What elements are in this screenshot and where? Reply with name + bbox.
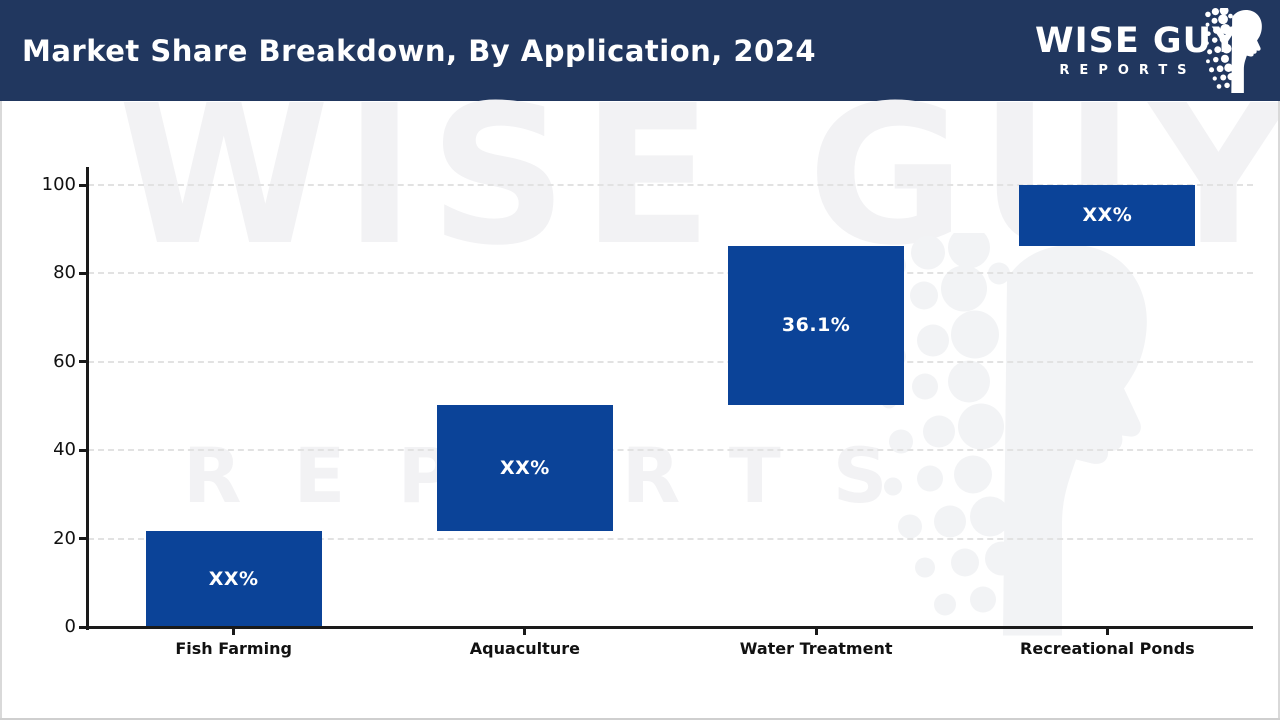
x-axis-tick [814, 627, 818, 635]
bar: XX% [1019, 185, 1196, 246]
x-axis-tick [523, 627, 527, 635]
grid-line [88, 537, 1253, 540]
y-axis-tick [79, 360, 88, 364]
y-axis-tick [79, 537, 88, 541]
x-axis-tick [232, 627, 236, 635]
y-axis-line [86, 167, 89, 630]
page-border-right [1278, 101, 1280, 720]
y-axis-tick [79, 625, 88, 629]
page-border-left [0, 101, 2, 720]
grid-line [88, 184, 1253, 186]
logo-text: WISE GUY REPORTS [1035, 21, 1239, 78]
y-tick-label: 100 [41, 174, 76, 195]
logo: WISE GUY REPORTS [1005, 8, 1270, 93]
y-axis-tick [79, 271, 88, 275]
logo-wordmark: WISE GUY [1035, 21, 1239, 61]
y-tick-label: 40 [53, 439, 76, 461]
x-tick-label: Recreational Ponds [1020, 639, 1195, 658]
header-bar: Market Share Breakdown, By Application, … [0, 0, 1280, 101]
y-axis-tick [79, 183, 88, 187]
y-tick-label: 60 [53, 350, 76, 372]
bar-value-label: 36.1% [781, 314, 851, 337]
page-title: Market Share Breakdown, By Application, … [22, 33, 817, 68]
y-tick-label: 0 [64, 616, 76, 637]
logo-subtext: REPORTS [1059, 62, 1197, 78]
x-tick-label: Water Treatment [739, 639, 893, 658]
y-axis-tick [79, 448, 88, 452]
grid-line [88, 360, 1253, 363]
bar-value-label: XX% [208, 567, 259, 590]
grid-line [88, 272, 1253, 275]
bar-value-label: XX% [1082, 204, 1133, 227]
y-tick-label: 80 [53, 262, 76, 284]
grid-line [88, 449, 1253, 452]
bar: 36.1% [728, 245, 905, 406]
x-axis-line [86, 626, 1253, 629]
x-tick-label: Fish Farming [175, 639, 292, 658]
x-axis-tick [1105, 627, 1109, 635]
watermark-face-icon [880, 233, 1147, 636]
x-tick-label: Aquaculture [469, 639, 580, 658]
bar: XX% [145, 530, 322, 627]
bar-value-label: XX% [499, 456, 550, 479]
page-border-bottom [0, 718, 1280, 720]
y-tick-label: 20 [53, 527, 76, 549]
bar: XX% [436, 405, 613, 531]
